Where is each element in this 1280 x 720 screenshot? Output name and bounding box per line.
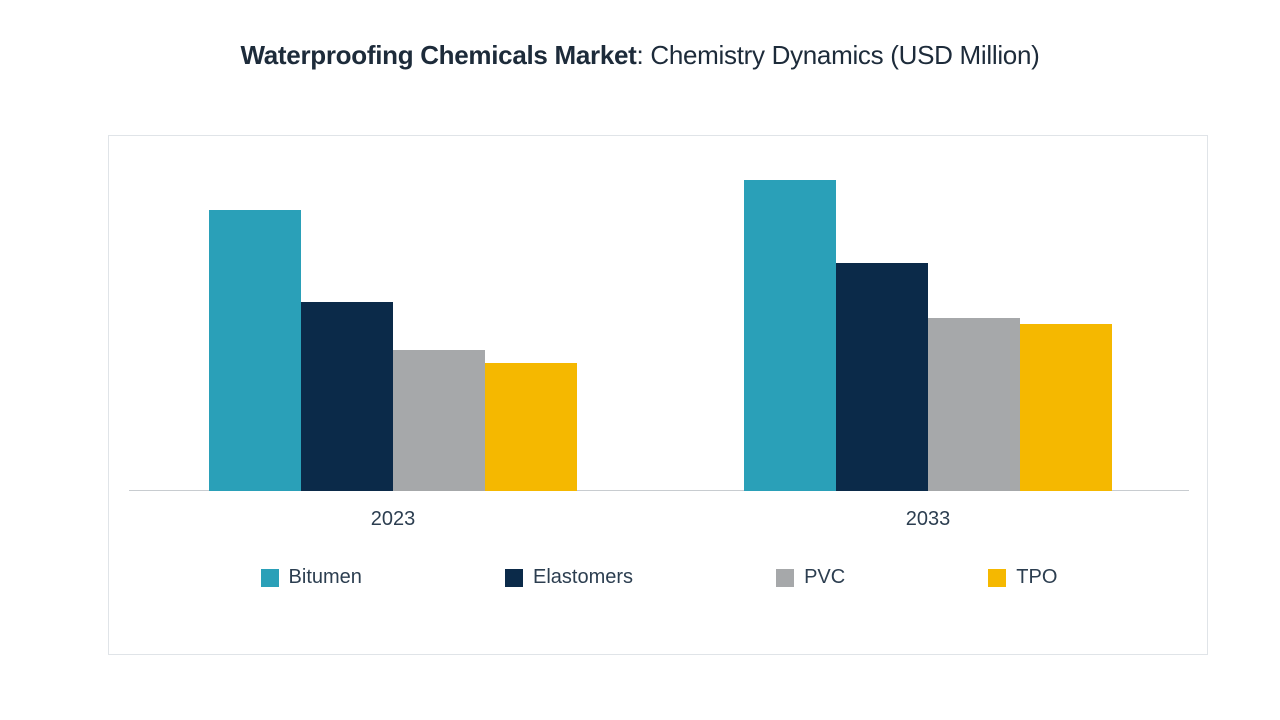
legend-item-elastomers: Elastomers xyxy=(505,566,633,589)
bar-2023-elastomers xyxy=(301,302,393,491)
legend: Bitumen Elastomers PVC TPO xyxy=(129,566,1189,589)
legend-item-pvc: PVC xyxy=(776,566,845,589)
legend-swatch-tpo xyxy=(988,569,1006,587)
bar-2023-bitumen xyxy=(209,210,301,491)
chart-title: Waterproofing Chemicals Market: Chemistr… xyxy=(0,40,1280,71)
legend-swatch-bitumen xyxy=(261,569,279,587)
bar-2023-pvc xyxy=(393,350,485,491)
bar-2033-bitumen xyxy=(744,180,836,491)
legend-item-tpo: TPO xyxy=(988,566,1057,589)
legend-swatch-pvc xyxy=(776,569,794,587)
chart-card: 2023 2033 Bitumen Elastomers PVC TPO xyxy=(108,135,1208,655)
legend-item-bitumen: Bitumen xyxy=(261,566,362,589)
bar-2033-tpo xyxy=(1020,324,1112,491)
plot-area xyxy=(129,161,1189,491)
legend-label-tpo: TPO xyxy=(1016,566,1057,589)
x-axis-label-2023: 2023 xyxy=(209,508,577,531)
x-axis-label-2033: 2033 xyxy=(744,508,1112,531)
legend-label-bitumen: Bitumen xyxy=(289,566,362,589)
legend-label-pvc: PVC xyxy=(804,566,845,589)
chart-title-suffix: : Chemistry Dynamics (USD Million) xyxy=(637,40,1040,70)
bar-2033-elastomers xyxy=(836,263,928,491)
bar-group-2023 xyxy=(209,161,577,491)
bar-group-2033 xyxy=(744,161,1112,491)
legend-swatch-elastomers xyxy=(505,569,523,587)
bar-2033-pvc xyxy=(928,318,1020,491)
legend-label-elastomers: Elastomers xyxy=(533,566,633,589)
chart-title-prefix: Waterproofing Chemicals Market xyxy=(241,40,637,70)
bar-2023-tpo xyxy=(485,363,577,491)
page-root: Waterproofing Chemicals Market: Chemistr… xyxy=(0,0,1280,720)
